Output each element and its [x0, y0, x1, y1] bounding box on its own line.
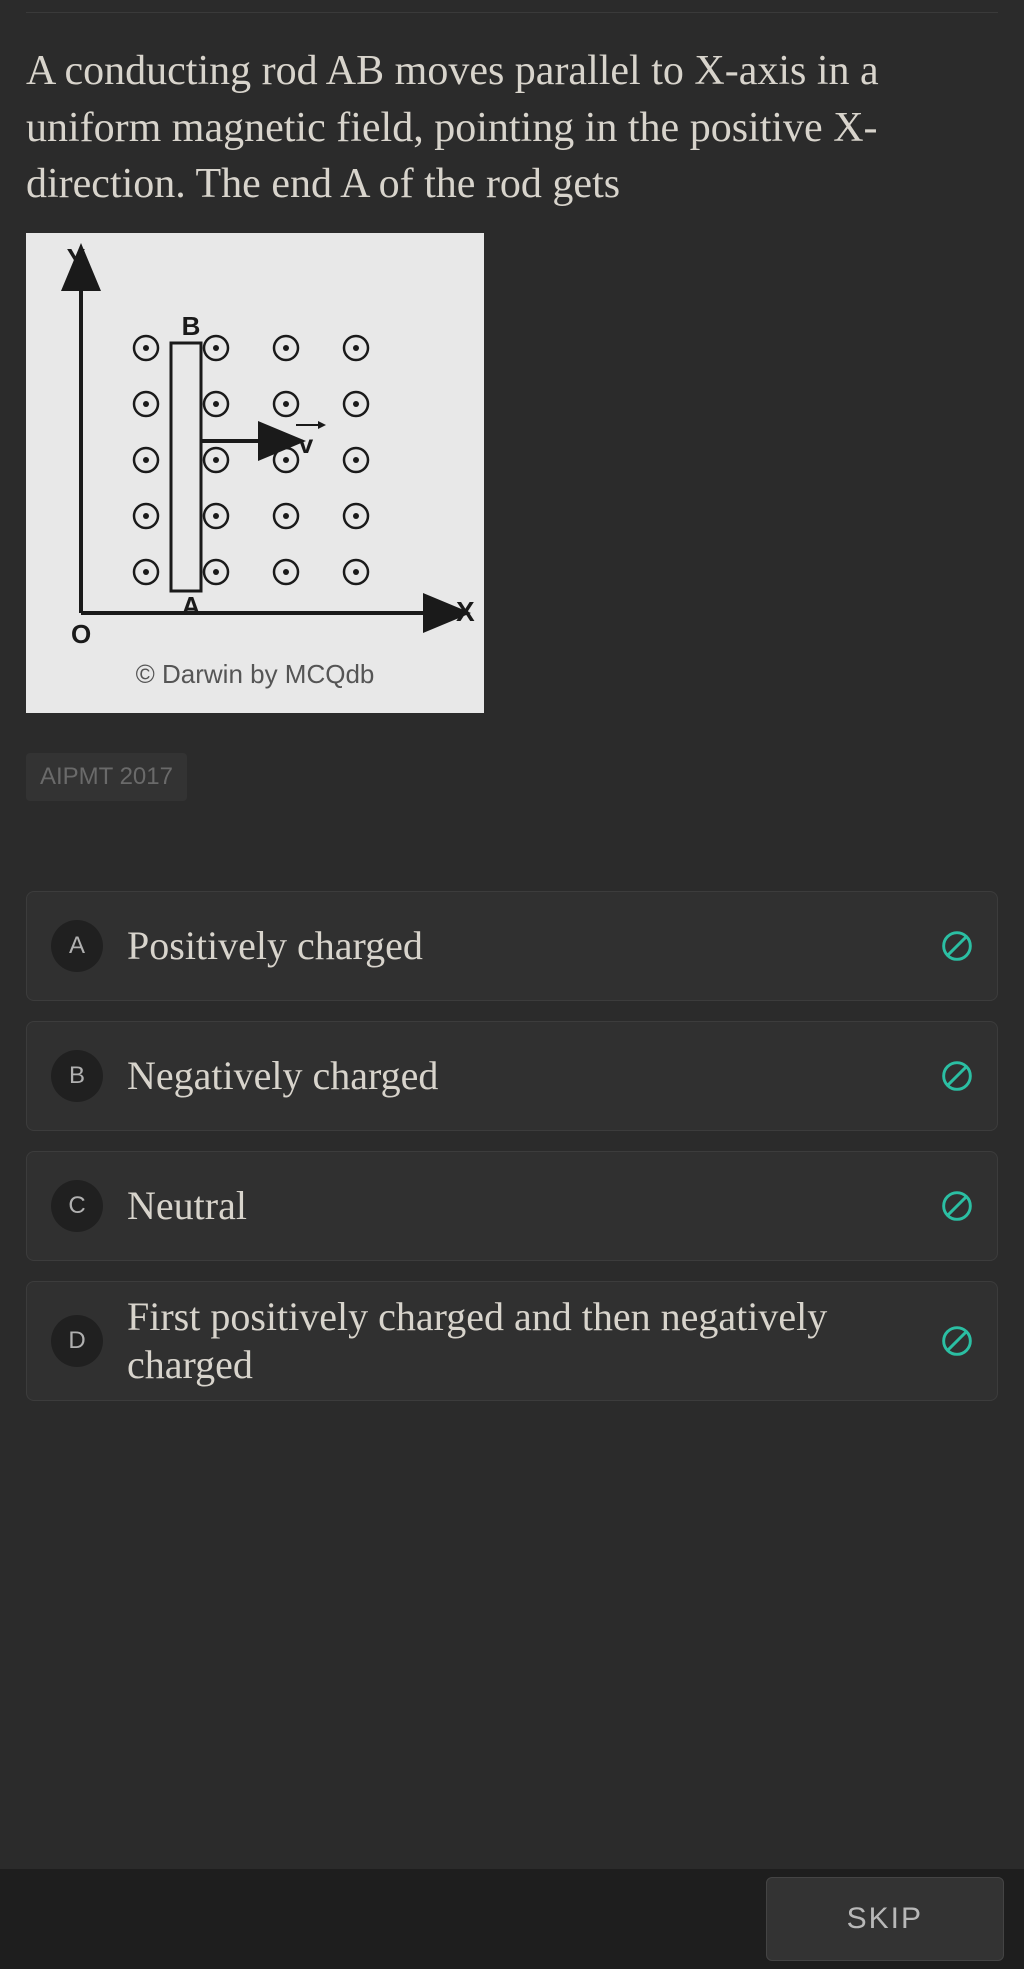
option-text: Neutral [127, 1182, 917, 1230]
rod-a-label: A [182, 591, 201, 621]
option-text: First positively charged and then negati… [127, 1293, 917, 1389]
options-list: A Positively charged B Negatively charge… [26, 891, 998, 1401]
block-icon [941, 1190, 973, 1222]
velocity-label: v [299, 429, 314, 459]
block-icon [941, 1325, 973, 1357]
block-icon [941, 1060, 973, 1092]
option-letter: C [51, 1180, 103, 1232]
question-diagram: Y X O B A v © Darwin by MCQdb [26, 233, 484, 713]
top-divider [26, 12, 998, 13]
y-axis-label: Y [67, 243, 86, 274]
diagram-copyright: © Darwin by MCQdb [136, 659, 375, 689]
option-c[interactable]: C Neutral [26, 1151, 998, 1261]
option-letter: B [51, 1050, 103, 1102]
diagram-svg: Y X O B A v © Darwin by MCQdb [26, 233, 484, 713]
option-d[interactable]: D First positively charged and then nega… [26, 1281, 998, 1401]
option-b[interactable]: B Negatively charged [26, 1021, 998, 1131]
question-text: A conducting rod AB moves parallel to X-… [26, 43, 998, 213]
option-text: Positively charged [127, 922, 917, 970]
x-axis-label: X [456, 596, 475, 627]
option-letter: A [51, 920, 103, 972]
source-tag: AIPMT 2017 [26, 753, 187, 801]
bottom-bar: SKIP [0, 1869, 1024, 1969]
origin-label: O [71, 619, 91, 649]
option-letter: D [51, 1315, 103, 1367]
option-a[interactable]: A Positively charged [26, 891, 998, 1001]
rod-b-label: B [182, 311, 201, 341]
option-text: Negatively charged [127, 1052, 917, 1100]
skip-button[interactable]: SKIP [766, 1877, 1004, 1961]
block-icon [941, 930, 973, 962]
